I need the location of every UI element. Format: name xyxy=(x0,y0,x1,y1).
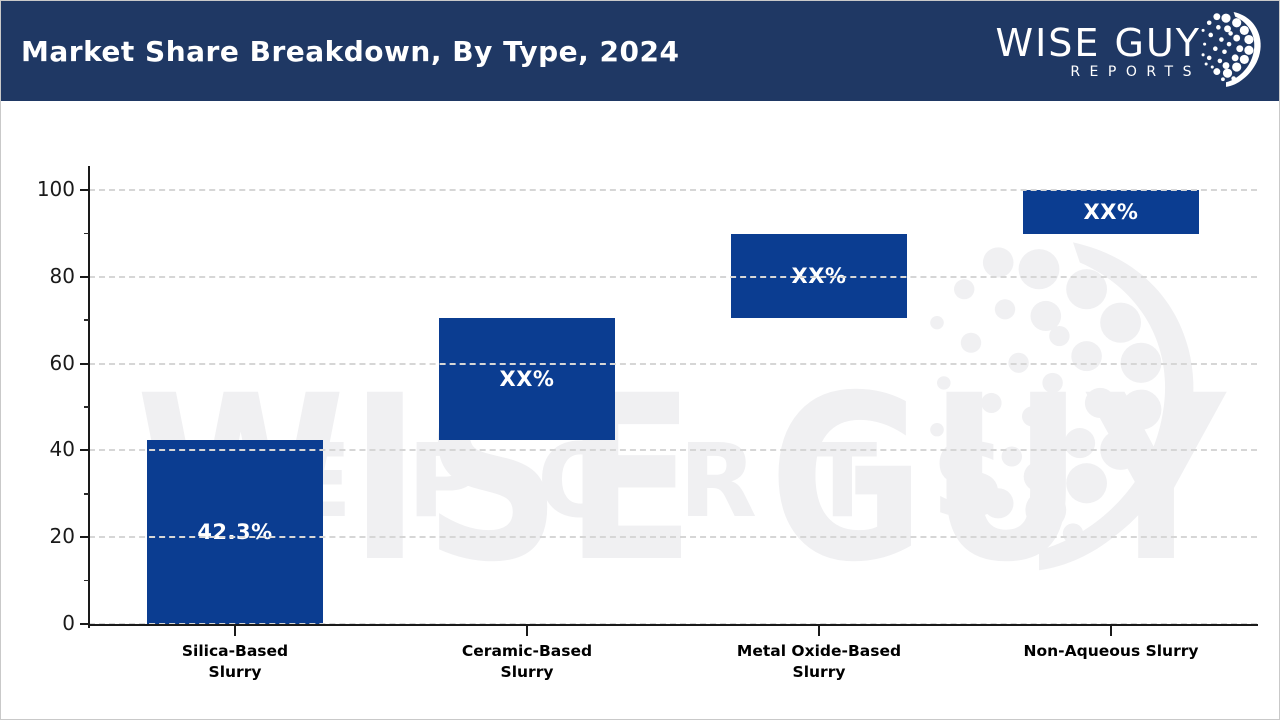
x-axis-spine xyxy=(88,624,1258,627)
y-axis-tick-label: 80 xyxy=(49,263,75,288)
logo-title: WISE GUY xyxy=(995,20,1201,65)
y-axis-minor-tick xyxy=(84,232,89,235)
x-axis-tick xyxy=(1110,626,1112,636)
x-axis-tick xyxy=(526,626,528,636)
y-axis-tick xyxy=(80,362,89,365)
x-axis-category-label: Metal Oxide-Based Slurry xyxy=(673,641,965,683)
y-axis-minor-tick xyxy=(84,579,89,582)
y-axis-tick xyxy=(80,623,89,625)
x-axis-category-line: Ceramic-Based xyxy=(461,642,593,660)
bar-value-label: 42.3% xyxy=(197,520,273,545)
y-axis-tick-label: 60 xyxy=(49,350,75,375)
dot-head-icon xyxy=(1201,12,1261,87)
gridline xyxy=(89,536,1257,539)
y-axis-minor-tick xyxy=(84,319,89,321)
x-axis-category-line: Silica-Based xyxy=(181,642,289,660)
chart-canvas: WISE GUY REPORTS 0 20 40 60 80 100 42.3% Silica… xyxy=(1,101,1279,719)
y-axis-minor-tick xyxy=(84,406,89,408)
header-bar: Market Share Breakdown, By Type, 2024 WI… xyxy=(1,1,1279,101)
bar-value-label: XX% xyxy=(1083,200,1139,225)
bar-silica-based-slurry: 42.3% xyxy=(147,440,323,624)
gridline xyxy=(89,362,1257,365)
x-axis-category-label: Silica-Based Slurry xyxy=(89,641,381,683)
x-axis-category-line: Metal Oxide-Based xyxy=(736,642,902,660)
gridline xyxy=(89,275,1257,278)
logo-subtitle: REPORTS xyxy=(1070,63,1201,80)
x-axis-category-label: Non-Aqueous Slurry xyxy=(965,641,1257,662)
y-axis-tick-label: 0 xyxy=(62,611,75,635)
x-axis-category-line: Slurry xyxy=(792,663,846,681)
bar-ceramic-based-slurry: XX% xyxy=(439,317,615,441)
x-axis-category-line: Non-Aqueous Slurry xyxy=(1023,642,1199,660)
y-axis-tick xyxy=(80,536,89,539)
wiseguy-logo: WISE GUY REPORTS xyxy=(996,9,1265,93)
x-axis-tick xyxy=(818,626,820,636)
logo-wordmark: WISE GUY REPORTS xyxy=(996,24,1201,79)
y-axis-minor-tick xyxy=(84,493,89,495)
y-axis-tick-label: 40 xyxy=(49,437,75,462)
y-axis-tick-label: 100 xyxy=(36,177,75,201)
y-axis-tick-label: 20 xyxy=(49,524,75,549)
y-axis-tick xyxy=(80,275,89,278)
x-axis-category-line: Slurry xyxy=(500,663,554,681)
y-axis-tick xyxy=(80,449,89,452)
gridline xyxy=(89,189,1257,191)
y-axis-spine xyxy=(88,166,91,628)
x-axis-category-line: Slurry xyxy=(208,663,262,681)
page-title: Market Share Breakdown, By Type, 2024 xyxy=(21,34,680,68)
gridline xyxy=(89,449,1257,452)
bar-value-label: XX% xyxy=(499,367,555,391)
x-axis-category-label: Ceramic-Based Slurry xyxy=(381,641,673,683)
x-axis-tick xyxy=(234,626,236,636)
y-axis-tick xyxy=(80,189,89,191)
bar-non-aqueous-slurry: XX% xyxy=(1023,190,1199,235)
